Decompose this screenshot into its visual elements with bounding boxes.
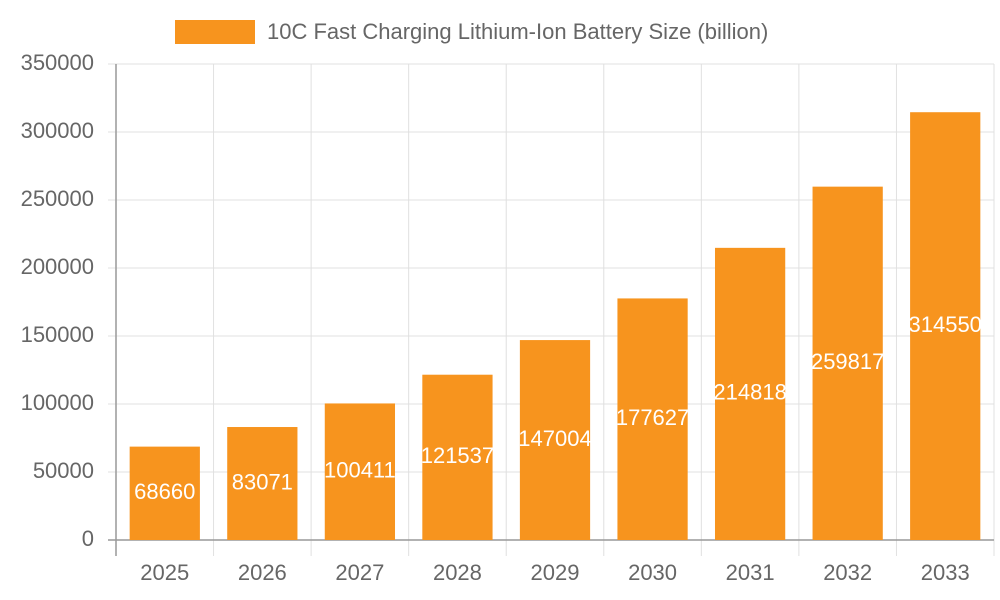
bar	[714, 247, 786, 540]
value-label: 68660	[134, 479, 195, 504]
x-tick-label: 2025	[140, 560, 189, 585]
x-tick-label: 2030	[628, 560, 677, 585]
bar	[422, 374, 493, 540]
value-label: 314550	[909, 312, 982, 337]
value-label: 121537	[421, 443, 494, 468]
y-tick-label: 350000	[21, 50, 94, 75]
x-tick-label: 2026	[238, 560, 287, 585]
y-tick-label: 100000	[21, 390, 94, 415]
y-tick-label: 300000	[21, 118, 94, 143]
y-tick-label: 50000	[33, 458, 94, 483]
bar	[129, 446, 200, 540]
value-label: 177627	[616, 405, 689, 430]
bar	[910, 112, 981, 540]
y-tick-label: 200000	[21, 254, 94, 279]
y-tick-label: 150000	[21, 322, 94, 347]
x-tick-label: 2033	[921, 560, 970, 585]
value-label: 147004	[518, 426, 591, 451]
y-tick-label: 250000	[21, 186, 94, 211]
bar	[617, 298, 688, 540]
value-label: 214818	[713, 380, 786, 405]
bar	[519, 340, 591, 540]
y-tick-label: 0	[82, 526, 94, 551]
value-label: 100411	[324, 458, 396, 483]
x-tick-label: 2028	[433, 560, 482, 585]
legend-label: 10C Fast Charging Lithium-Ion Battery Si…	[267, 19, 768, 44]
bar	[227, 427, 298, 540]
legend-swatch	[175, 20, 255, 44]
x-tick-label: 2031	[726, 560, 775, 585]
bar	[324, 403, 396, 540]
bar	[812, 186, 883, 541]
value-label: 259817	[811, 349, 884, 374]
x-tick-label: 2032	[823, 560, 872, 585]
x-tick-label: 2027	[335, 560, 384, 585]
x-tick-label: 2029	[531, 560, 580, 585]
value-label: 83071	[232, 469, 293, 494]
